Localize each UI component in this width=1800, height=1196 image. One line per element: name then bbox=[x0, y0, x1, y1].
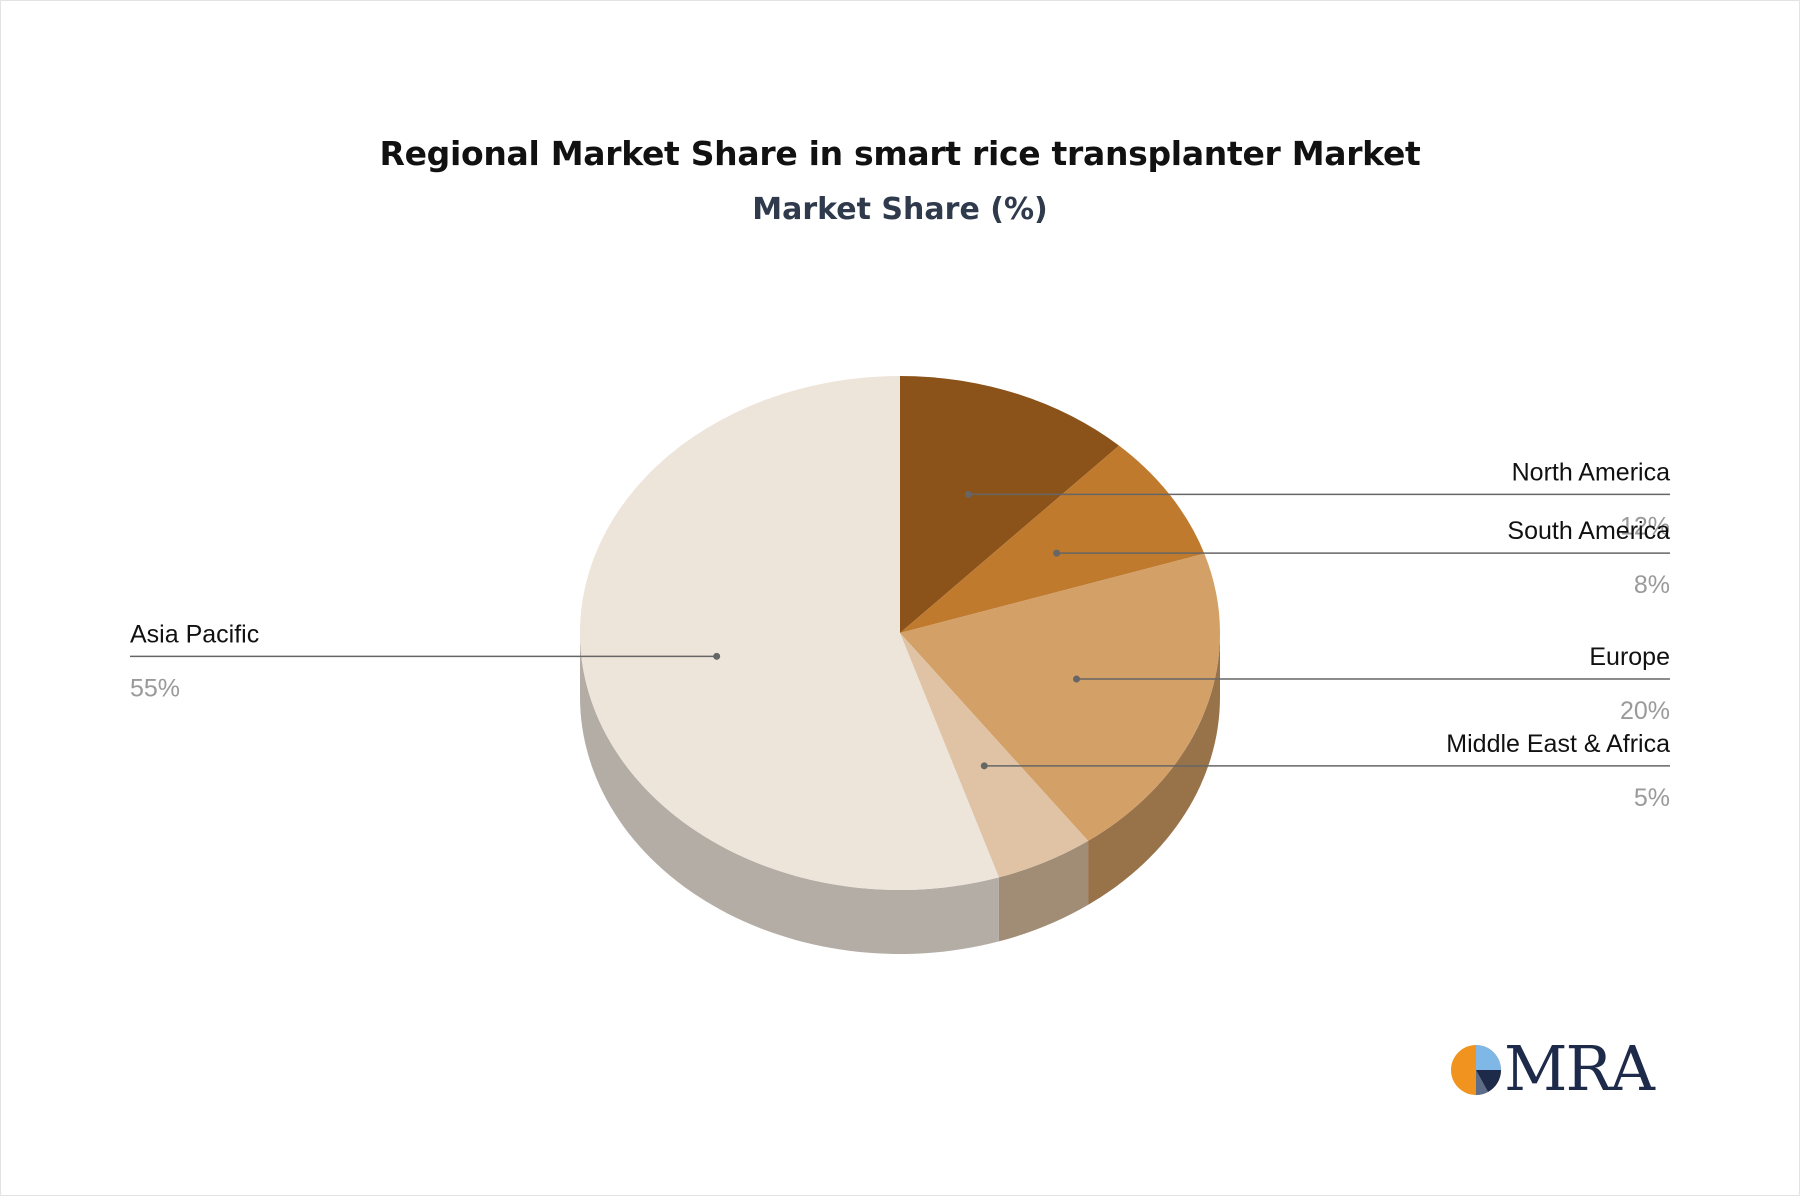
pie-labels: North America 12%South America 8% Europe 20%… bbox=[130, 458, 1670, 812]
pie-slice-north-america bbox=[900, 376, 1120, 633]
slice-label-middle-east-africa: Middle East & Africa bbox=[1446, 730, 1670, 758]
pie-slice-asia-pacific bbox=[580, 376, 999, 890]
chart-subtitle: Market Share (%) bbox=[752, 192, 1048, 227]
slice-value-asia-pacific: 55% bbox=[130, 674, 180, 702]
slice-value-middle-east-africa: 5% bbox=[1634, 784, 1670, 812]
pie-side-asia-pacific bbox=[580, 633, 999, 954]
slice-value-north-america: 12% bbox=[1620, 512, 1670, 540]
pie-sides bbox=[580, 633, 1220, 954]
slice-value-south-america: 8% bbox=[1634, 571, 1670, 599]
slice-value-europe: 20% bbox=[1620, 697, 1670, 725]
mra-logo: MRA bbox=[1448, 1032, 1655, 1108]
logo-icon bbox=[1451, 1045, 1502, 1096]
pie-side-middle-east-africa bbox=[998, 840, 1089, 942]
logo-text: MRA bbox=[1504, 1032, 1655, 1105]
pie-side-europe bbox=[1088, 633, 1220, 905]
slice-label-asia-pacific: Asia Pacific bbox=[130, 620, 259, 648]
slice-label-europe: Europe bbox=[1589, 643, 1670, 671]
slice-label-north-america: North America bbox=[1512, 458, 1670, 486]
slice-label-south-america: South America bbox=[1507, 517, 1670, 545]
pie-slice-middle-east-africa bbox=[900, 633, 1089, 878]
pie-slices bbox=[580, 376, 1221, 890]
chart-title: Regional Market Share in smart rice tran… bbox=[379, 134, 1421, 173]
pie-slice-europe bbox=[900, 553, 1221, 841]
pie-slice-south-america bbox=[900, 445, 1205, 633]
